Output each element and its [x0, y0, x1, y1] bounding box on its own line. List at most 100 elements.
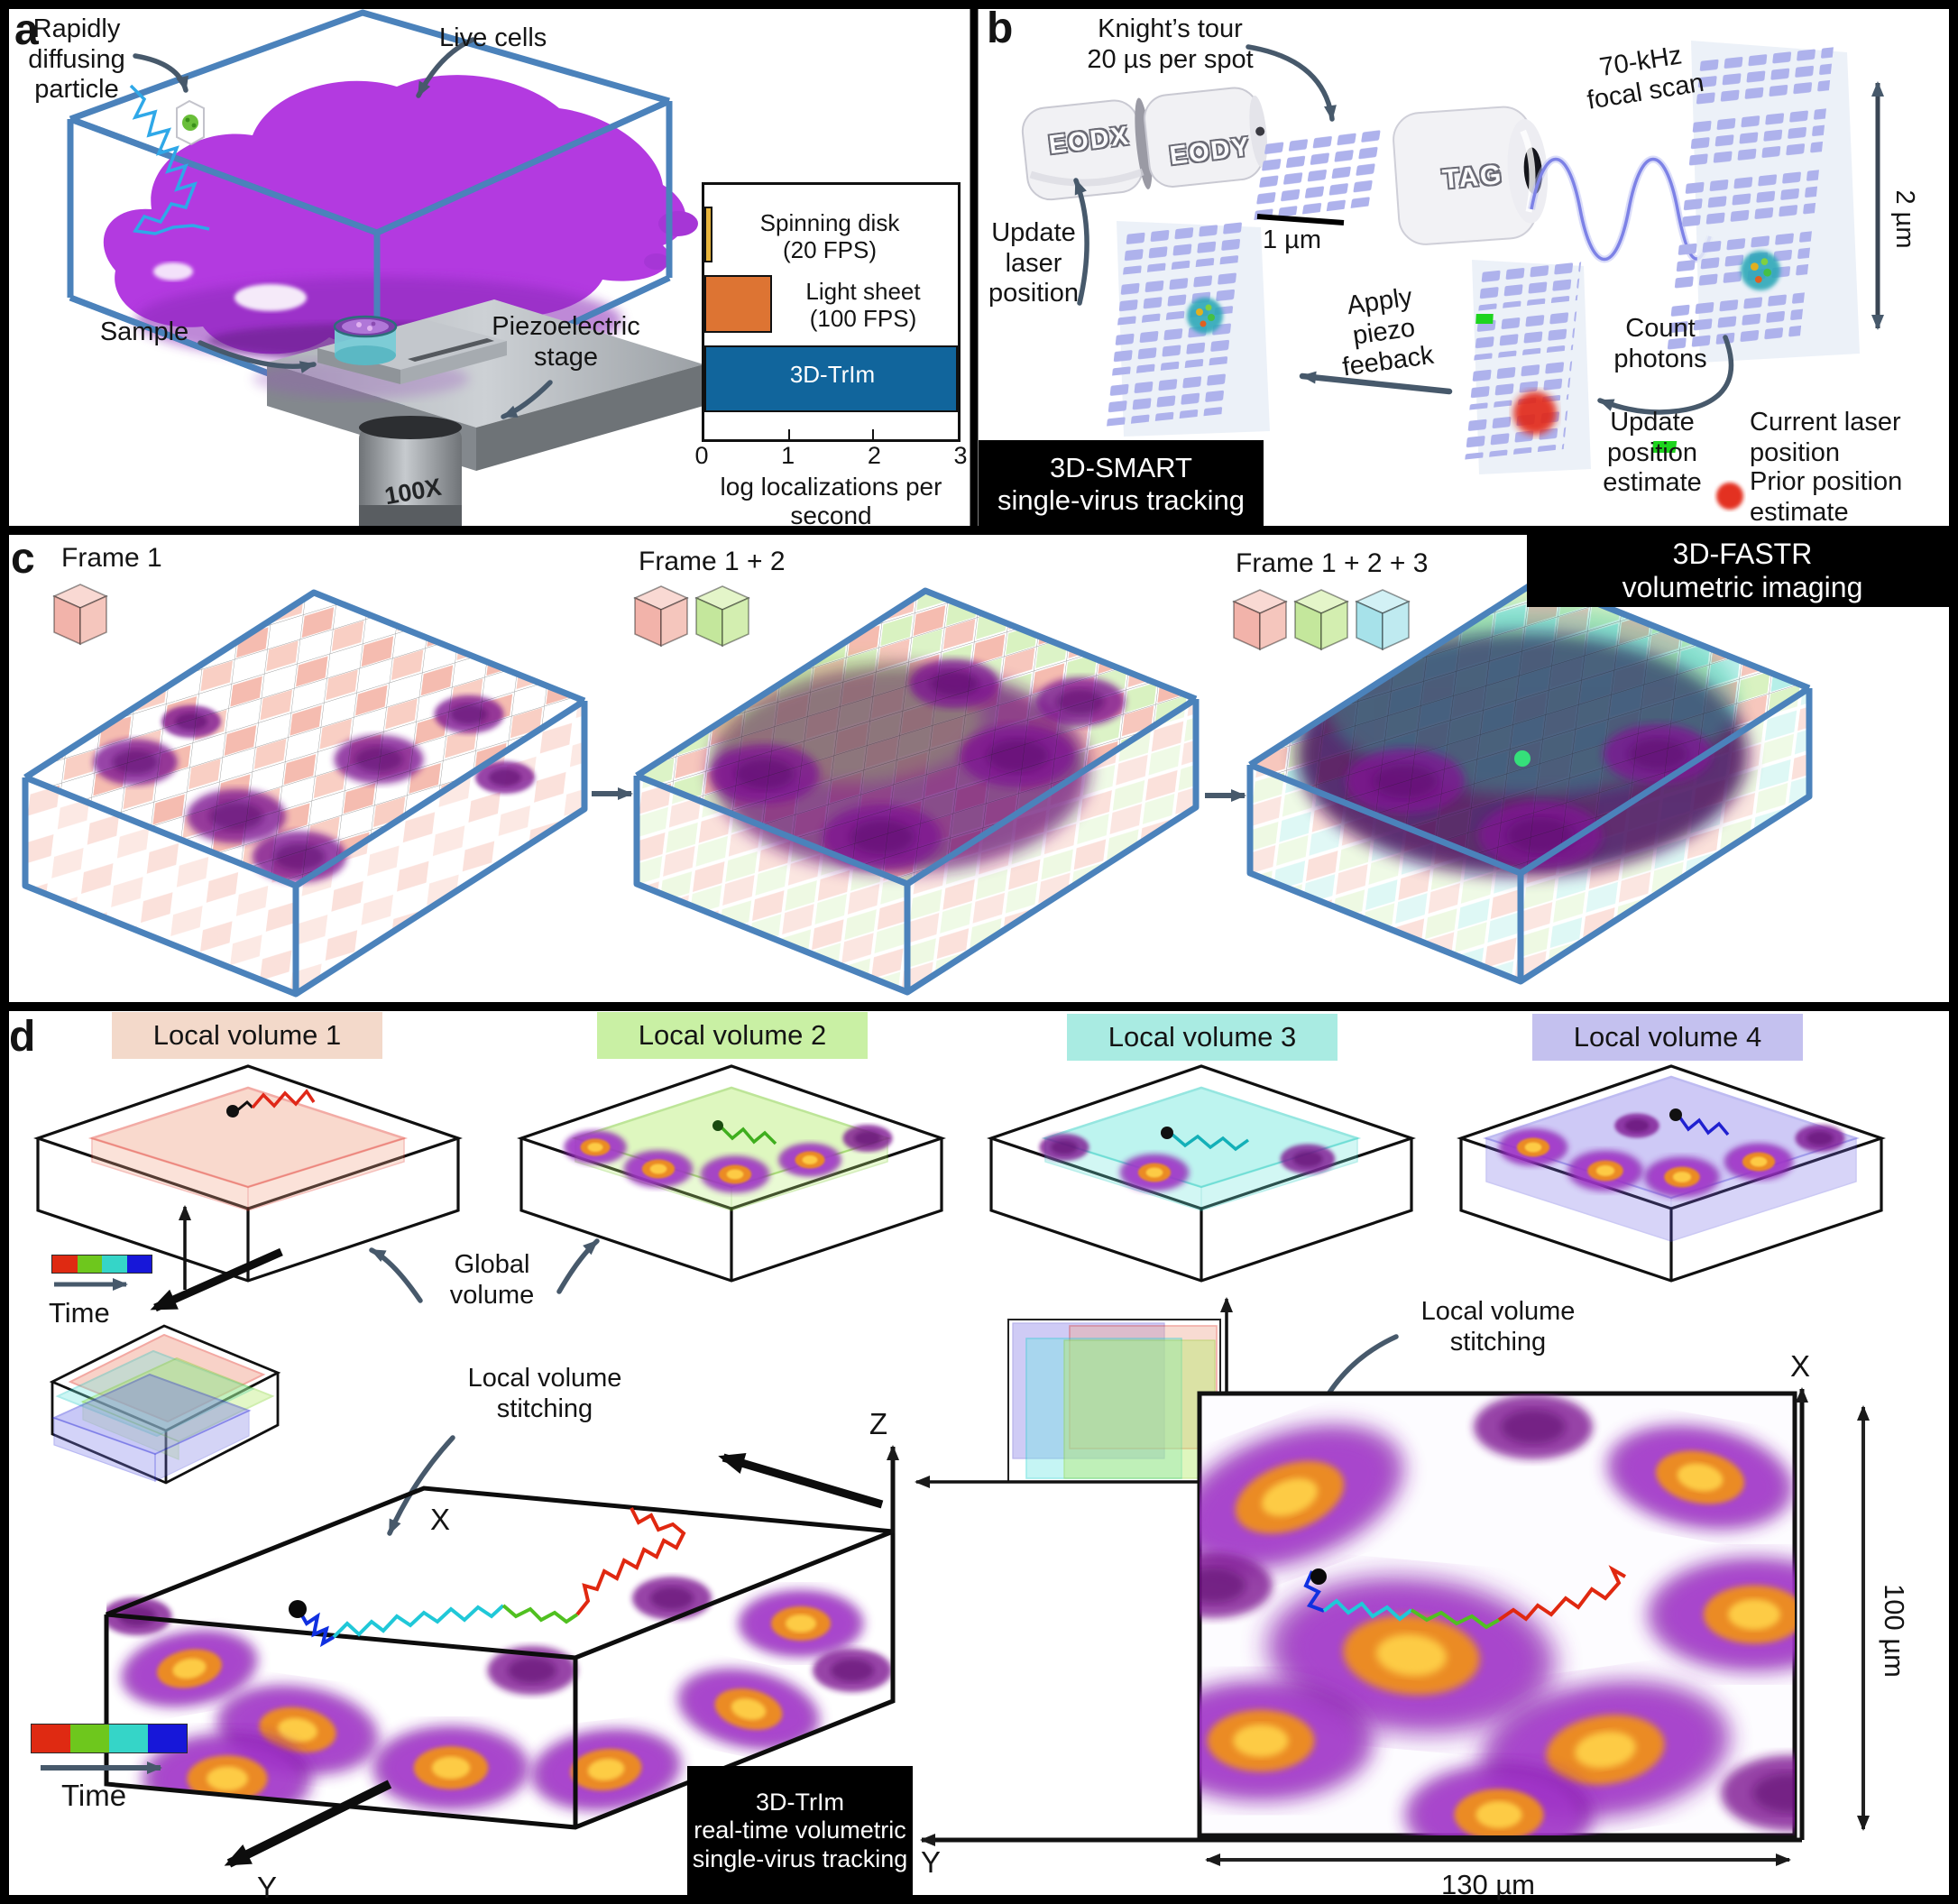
count-photons-annotation: Count photons: [1613, 314, 1707, 373]
panel-b: [1021, 41, 1884, 510]
stitched-volume-view: [104, 1445, 899, 1868]
bar-light-sheet: [704, 275, 772, 333]
panel-a: [67, 9, 703, 529]
time-colorbar-1: [51, 1255, 152, 1274]
particle-annotation: Rapidly diffusing particle: [28, 14, 125, 105]
chart-plot-area: Spinning disk (20 FPS) Light sheet (100 …: [702, 182, 961, 442]
global-volume-annotation: Global volume: [449, 1250, 535, 1310]
legend-current-swatch: [1651, 441, 1678, 453]
legend-prior-label: Prior position estimate: [1750, 467, 1903, 527]
panel-a-arrows: [133, 37, 553, 419]
frame1-label: Frame 1: [61, 543, 162, 573]
frame3-cube-cyan: [1355, 589, 1411, 651]
objective-lens: [359, 416, 462, 529]
x-axis-label-2d: X: [1789, 1349, 1810, 1383]
local-volume-4-header: Local volume 4: [1532, 1014, 1803, 1061]
piezo-stage: [253, 299, 703, 471]
live-cells-annotation: Live cells: [439, 23, 547, 52]
knights-tour-grid: [1252, 127, 1383, 221]
virus-trajectory-2d: [1303, 1565, 1626, 1630]
smart-title: 3D-SMART single-virus tracking: [997, 451, 1245, 516]
z-axis-label: Z: [869, 1407, 888, 1440]
eod-deflectors: [1021, 87, 1268, 201]
virus-start-dot: [289, 1600, 307, 1618]
smart-title-box: 3D-SMART single-virus tracking: [979, 440, 1264, 528]
panel-c-arrows: [592, 787, 1246, 802]
legend-prior-swatch: [1716, 483, 1743, 510]
time-label-1: Time: [49, 1297, 110, 1329]
time-color-segment: [109, 1725, 148, 1752]
frame3-cube-red: [1232, 589, 1288, 651]
fastr-title-box: 3D-FASTR volumetric imaging: [1527, 535, 1958, 607]
panel-b-label: b: [987, 5, 1014, 52]
local-volume-3-header: Local volume 3: [1067, 1014, 1338, 1061]
scan-grid-stack-mid: [1463, 260, 1591, 474]
stage-annotation: Piezoelectric stage: [492, 312, 640, 372]
virus-particle: [1741, 251, 1780, 290]
frame-voxel-box-1: [22, 589, 588, 998]
bar-label-light-sheet: Light sheet (100 FPS): [805, 278, 921, 332]
scale-130um-label: 130 µm: [1440, 1869, 1536, 1900]
prior-position-marker: [1513, 391, 1557, 435]
frame-voxel-box-3: [1246, 576, 1813, 985]
frame1-cube-icon: [52, 584, 108, 646]
panel-c-label: c: [11, 535, 35, 583]
time-label-2: Time: [61, 1779, 127, 1812]
y-axis-label-3d: Y: [256, 1871, 277, 1904]
panel-b-arrows: [1073, 44, 1734, 415]
x-axis-label-3d: X: [429, 1503, 450, 1536]
local-volume-box-4: [1457, 1064, 1886, 1283]
local-volume-box-2: [517, 1064, 946, 1283]
stitching-left-annotation: Local volume stitching: [467, 1364, 622, 1423]
global-volume-icon: [49, 1324, 281, 1485]
panel-d-label: d: [9, 1013, 36, 1061]
time-color-segment: [126, 1256, 152, 1273]
scale-100um-label: 100 µm: [1879, 1583, 1910, 1679]
trim-title: 3D-TrIm real-time volumetric single-viru…: [692, 1789, 908, 1872]
localization-rate-chart: Spinning disk (20 FPS) Light sheet (100 …: [694, 182, 968, 531]
update-laser-annotation: Update laser position: [988, 218, 1079, 308]
focal-scan-wave: [1528, 155, 1714, 263]
frame2-cube-green: [694, 585, 750, 648]
x-tick-label: 3: [953, 442, 968, 469]
scale-2um-label: 2 µm: [1890, 189, 1919, 249]
y-axis-label-2d: Y: [920, 1845, 941, 1879]
frame3-label: Frame 1 + 2 + 3: [1236, 548, 1429, 578]
chart-xticks: 0 1 2 3: [694, 442, 967, 473]
particle-trajectory: [129, 84, 210, 235]
frame2-label: Frame 1 + 2: [639, 547, 786, 576]
time-color-segment: [102, 1256, 127, 1273]
x-axis-arrow-3d: [718, 1453, 884, 1509]
fastr-title: 3D-FASTR volumetric imaging: [1622, 537, 1863, 603]
virus-trajectory-3d: [298, 1507, 686, 1648]
time-color-segment: [77, 1256, 102, 1273]
y-axis-arrow-3d: [224, 1780, 392, 1868]
time-colorbar-2: [31, 1724, 188, 1753]
bar-label-spinning-disk: Spinning disk (20 FPS): [759, 209, 900, 263]
tag-lens: [1393, 106, 1549, 245]
knights-tour-annotation: Knight’s tour 20 µs per spot: [1087, 14, 1254, 74]
panel-c: [22, 576, 1813, 998]
top-view-image: [920, 1387, 1870, 1866]
panel-a-label: a: [14, 6, 39, 54]
virus-particle: [1187, 298, 1223, 334]
bar-label-3d-trim: 3D-TrIm: [789, 361, 876, 388]
x-tick-mark: [872, 429, 875, 439]
frame-voxel-box-2: [633, 587, 1200, 996]
bar-3d-trim: [704, 345, 958, 412]
time-color-segment: [70, 1725, 109, 1752]
x-tick-mark: [787, 429, 790, 439]
local-volume-box-3: [987, 1064, 1416, 1283]
chart-xlabel: log localizations per second: [720, 473, 942, 530]
sample-dish: [333, 315, 398, 365]
panel-d: [33, 1064, 1886, 1868]
time-color-segment: [32, 1725, 70, 1752]
scale-bar-1um: [1256, 214, 1345, 225]
current-laser-position-marker: [1475, 314, 1494, 324]
x-tick-label: 0: [694, 442, 709, 469]
scan-grid-stack-right: [1665, 41, 1860, 363]
scale-1um-label: 1 µm: [1263, 225, 1322, 254]
local-volume-1-header: Local volume 1: [112, 1012, 382, 1059]
